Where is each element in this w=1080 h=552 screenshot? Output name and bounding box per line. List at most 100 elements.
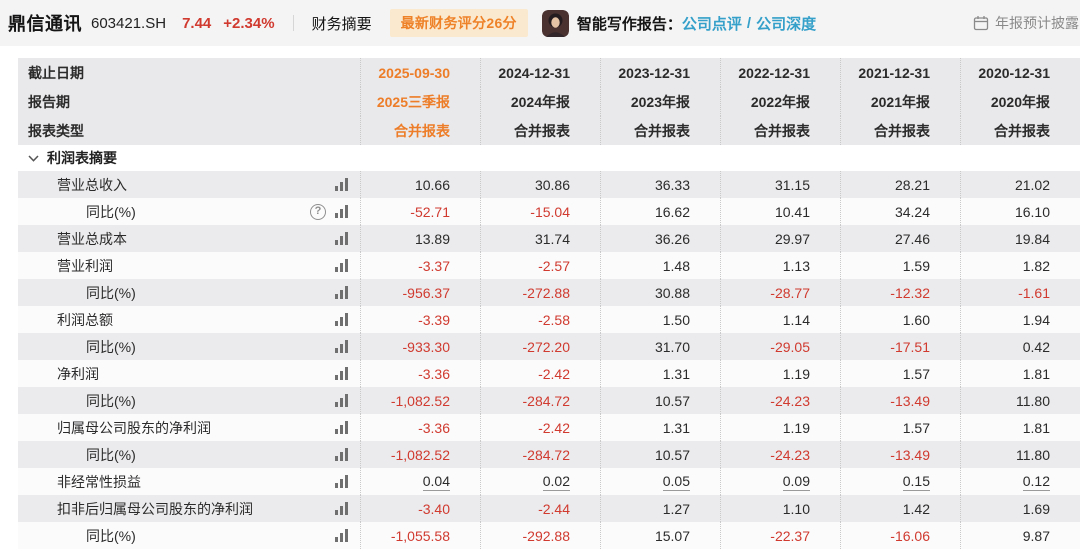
value-cell: 10.41 — [720, 198, 840, 225]
row-icons — [333, 259, 348, 272]
header-value-cell: 2020-12-31 — [960, 58, 1080, 87]
value: 1.13 — [782, 257, 810, 274]
value-cell: 1.69 — [960, 495, 1080, 522]
value-cell: -24.23 — [720, 441, 840, 468]
value: -2.44 — [538, 500, 570, 517]
bar-chart-icon[interactable] — [333, 205, 348, 218]
link-company-comment[interactable]: 公司点评 — [681, 15, 742, 33]
value-cell: -3.36 — [360, 360, 480, 387]
table-row: 营业利润 -3.37 -2.57 1.48 1.13 1.59 1.82 — [18, 252, 1080, 279]
table-header-row: 截止日期 2025-09-30 2024-12-31 2023-12-31 2022-1… — [18, 58, 1080, 87]
annual-report-notice[interactable]: 年报预计披露 — [973, 0, 1080, 46]
bar-chart-icon[interactable] — [333, 367, 348, 380]
value: 30.88 — [654, 284, 690, 301]
section-header-income-statement[interactable]: 利润表摘要 — [18, 145, 1080, 171]
annual-report-notice-text: 年报预计披露 — [995, 15, 1079, 31]
bar-chart-icon[interactable] — [333, 340, 348, 353]
value: -272.20 — [522, 338, 570, 355]
row-label: 非经常性损益 — [57, 473, 141, 490]
value-cell: -2.42 — [480, 414, 600, 441]
value: -2.58 — [538, 311, 570, 328]
value: 1.10 — [782, 500, 810, 517]
row-label-cell: 同比(%)? — [18, 198, 360, 225]
row-icons — [333, 178, 348, 191]
row-icons — [333, 367, 348, 380]
header-value-cell: 2023年报 — [600, 87, 720, 116]
value-cell: -2.57 — [480, 252, 600, 279]
value-cell: 36.26 — [600, 225, 720, 252]
value: -13.49 — [890, 446, 930, 463]
bar-chart-icon[interactable] — [333, 178, 348, 191]
bar-chart-icon[interactable] — [333, 529, 348, 542]
value-cell: 10.57 — [600, 441, 720, 468]
row-icons: ? — [310, 203, 348, 220]
value: 16.10 — [1014, 203, 1050, 220]
header-row-label: 报告期 — [28, 93, 70, 110]
bar-chart-icon[interactable] — [333, 286, 348, 299]
value-cell: 30.86 — [480, 171, 600, 198]
value: -2.42 — [538, 419, 570, 436]
value-cell: 1.81 — [960, 414, 1080, 441]
row-icons — [333, 475, 348, 488]
value-cell: 0.15 — [840, 468, 960, 495]
help-icon[interactable]: ? — [310, 203, 326, 220]
value: 31.70 — [654, 338, 690, 355]
value: 27.46 — [894, 230, 930, 247]
value-cell: 1.31 — [600, 360, 720, 387]
value-cell: -284.72 — [480, 441, 600, 468]
bar-chart-icon[interactable] — [333, 259, 348, 272]
header-value-cell: 合并报表 — [720, 116, 840, 145]
value: -15.04 — [530, 203, 570, 220]
bar-chart-icon[interactable] — [333, 421, 348, 434]
header-value-cell: 2021年报 — [840, 87, 960, 116]
bar-chart-icon[interactable] — [333, 232, 348, 245]
value: -292.88 — [522, 527, 570, 544]
value: -13.49 — [890, 392, 930, 409]
value-cell: 1.19 — [720, 360, 840, 387]
table-row: 同比(%) -1,055.58 -292.88 15.07 -22.37 -16.06 9.… — [18, 522, 1080, 549]
table-body: 营业总收入 10.66 30.86 36.33 31.15 28.21 21.02 同比(%)… — [18, 171, 1080, 549]
ai-report-label: 智能写作报告： — [576, 15, 682, 33]
value: -29.05 — [770, 338, 810, 355]
value-cell: -29.05 — [720, 333, 840, 360]
stock-price: 7.44 — [182, 14, 212, 32]
bar-chart-icon[interactable] — [333, 475, 348, 488]
bar-chart-icon[interactable] — [333, 448, 348, 461]
value-cell: 1.42 — [840, 495, 960, 522]
value-cell: 1.50 — [600, 306, 720, 333]
value: 36.26 — [654, 230, 690, 247]
header-value-cell: 2023-12-31 — [600, 58, 720, 87]
value-cell: -3.36 — [360, 414, 480, 441]
table-row: 同比(%)? -52.71 -15.04 16.62 10.41 34.24 16.10 — [18, 198, 1080, 225]
value-cell: 1.27 — [600, 495, 720, 522]
value-cell: 21.02 — [960, 171, 1080, 198]
value: -3.40 — [418, 500, 450, 517]
row-label-cell: 非经常性损益 — [18, 468, 360, 495]
value-cell: -272.20 — [480, 333, 600, 360]
value-cell: -284.72 — [480, 387, 600, 414]
value: 1.81 — [1022, 419, 1050, 436]
header-value-cell: 2024-12-31 — [480, 58, 600, 87]
link-company-deep[interactable]: 公司深度 — [756, 15, 817, 33]
value: 21.02 — [1014, 176, 1050, 193]
bar-chart-icon[interactable] — [333, 502, 348, 515]
row-label: 同比(%) — [86, 203, 136, 220]
value: 1.27 — [662, 500, 690, 517]
value: -28.77 — [770, 284, 810, 301]
value: 0.09 — [782, 472, 810, 491]
tab-financial-summary[interactable]: 财务摘要 — [311, 15, 372, 33]
value-cell: -13.49 — [840, 441, 960, 468]
value-cell: -12.32 — [840, 279, 960, 306]
bar-chart-icon[interactable] — [333, 394, 348, 407]
value-cell: 16.10 — [960, 198, 1080, 225]
value-cell: 11.80 — [960, 387, 1080, 414]
value-cell: -1,082.52 — [360, 387, 480, 414]
value: 30.86 — [534, 176, 570, 193]
value: -284.72 — [522, 392, 570, 409]
bar-chart-icon[interactable] — [333, 313, 348, 326]
financial-score-badge[interactable]: 最新财务评分26分 — [389, 9, 528, 37]
value-cell: -956.37 — [360, 279, 480, 306]
table-header-row: 报表类型 合并报表 合并报表 合并报表 合并报表 合并报表 合并报表 — [18, 116, 1080, 145]
value-cell: 1.81 — [960, 360, 1080, 387]
